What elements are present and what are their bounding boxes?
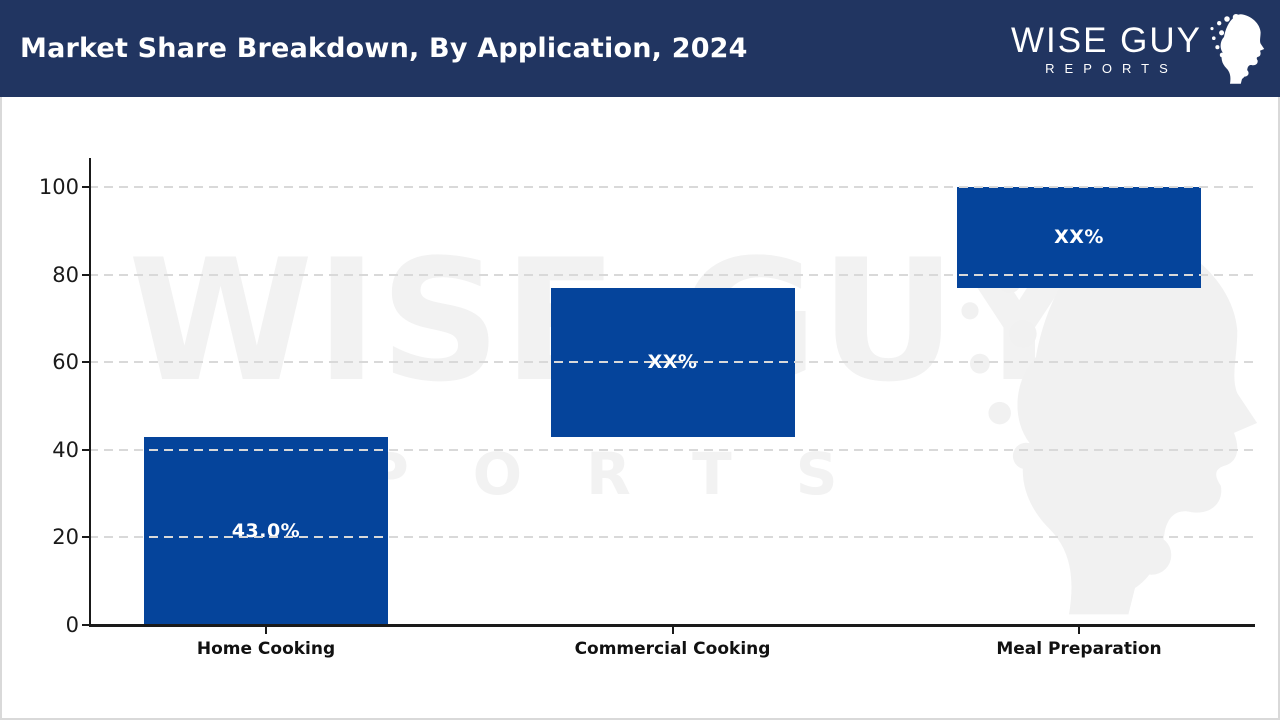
watermark-head-profile-icon xyxy=(961,230,1258,615)
brand-name: WISE GUY xyxy=(1010,20,1202,60)
y-axis-tick xyxy=(82,186,89,188)
header-bar: Market Share Breakdown, By Application, … xyxy=(0,0,1280,97)
brand-logo: WISE GUY REPORTS xyxy=(1011,8,1266,90)
y-axis-tick xyxy=(82,536,89,539)
y-tick-label: 0 xyxy=(65,613,79,637)
bar-home-cooking: 43.0% xyxy=(144,436,388,625)
gridline xyxy=(89,448,1255,451)
y-tick-label: 80 xyxy=(52,262,79,287)
y-axis-tick xyxy=(82,448,89,451)
gridline xyxy=(89,273,1255,276)
y-tick-label: 20 xyxy=(52,525,79,550)
gridline xyxy=(89,536,1255,539)
x-axis-tick xyxy=(1078,626,1080,634)
bar-value-label: 43.0% xyxy=(231,519,301,542)
x-axis-label: Meal Preparation xyxy=(996,639,1162,659)
gridline xyxy=(89,186,1255,188)
y-axis-tick xyxy=(82,361,89,364)
y-tick-label: 100 xyxy=(38,175,79,199)
y-axis-tick xyxy=(82,273,89,276)
brand-subname: REPORTS xyxy=(1045,60,1178,76)
y-axis-tick xyxy=(82,624,89,626)
y-tick-label: 40 xyxy=(52,437,79,462)
bar-meal-preparation: XX% xyxy=(957,187,1201,288)
bar-value-label: XX% xyxy=(1054,226,1104,249)
head-profile-dots-icon xyxy=(1210,13,1265,84)
chart-area: WISE GUY REPORTS 0 20 40 60 80 100 43.0% Home C… xyxy=(0,97,1280,720)
x-axis-label: Home Cooking xyxy=(196,639,336,659)
x-axis-label: Commercial Cooking xyxy=(574,639,771,659)
gridline xyxy=(89,361,1255,364)
y-tick-label: 60 xyxy=(52,350,79,375)
x-axis-tick xyxy=(265,626,267,634)
page-title: Market Share Breakdown, By Application, … xyxy=(20,33,748,64)
x-axis-tick xyxy=(671,626,674,634)
y-axis-line xyxy=(89,158,91,627)
x-axis-line xyxy=(89,624,1255,627)
brand-logo-text: WISE GUY REPORTS xyxy=(1011,23,1202,75)
